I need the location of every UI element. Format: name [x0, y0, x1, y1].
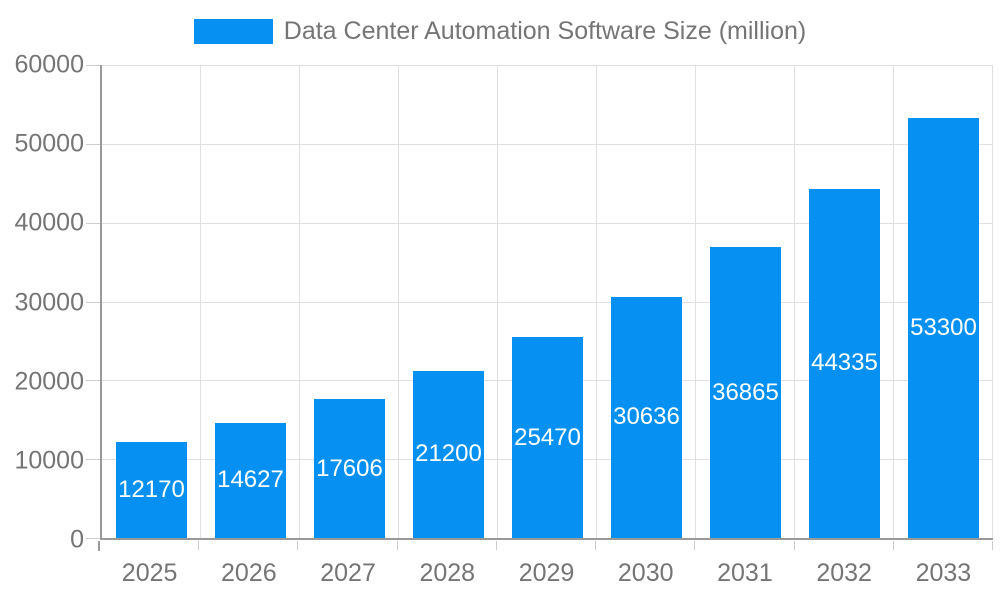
- y-axis-tick: [86, 380, 100, 382]
- y-axis-tick: [86, 301, 100, 303]
- gridline-vertical: [794, 65, 795, 538]
- bar-2032[interactable]: 44335: [809, 188, 880, 538]
- x-axis-tick-label: 2028: [419, 559, 476, 587]
- x-axis-tick: [892, 541, 894, 550]
- x-axis-tick: [495, 541, 497, 550]
- x-axis-tick-label: 2027: [320, 559, 376, 587]
- x-axis-tick-label: 2030: [617, 559, 674, 587]
- bar-value-label: 53300: [910, 313, 977, 341]
- y-axis-tick: [86, 65, 100, 66]
- x-axis-tick: [694, 541, 696, 550]
- y-axis-tick-label: 60000: [14, 50, 84, 79]
- x-axis-tick: [198, 541, 200, 550]
- gridline-vertical: [596, 65, 597, 538]
- bar-value-label: 44335: [811, 349, 878, 377]
- legend-label: Data Center Automation Software Size (mi…: [283, 17, 807, 45]
- legend[interactable]: Data Center Automation Software Size (mi…: [0, 17, 1000, 45]
- y-axis-tick: [86, 222, 100, 224]
- bar-value-label: 30636: [613, 403, 680, 431]
- y-axis-tick: [86, 538, 100, 539]
- legend-swatch-icon: [193, 18, 273, 44]
- gridline-vertical: [892, 65, 894, 538]
- x-axis-tick: [793, 541, 795, 550]
- x-axis-tick-label: 2031: [717, 559, 773, 587]
- bar-2033[interactable]: 53300: [908, 117, 979, 538]
- bar-value-label: 12170: [118, 476, 185, 504]
- bar-value-label: 25470: [514, 423, 581, 451]
- bar-2026[interactable]: 14627: [215, 422, 286, 538]
- bar-2031[interactable]: 36865: [710, 247, 781, 538]
- gridline-vertical: [496, 65, 498, 538]
- x-axis-tick-label: 2026: [221, 559, 277, 587]
- gridline-vertical: [694, 65, 696, 538]
- bar-2025[interactable]: 12170: [116, 442, 187, 538]
- bar-2027[interactable]: 17606: [314, 399, 385, 538]
- gridline-horizontal: [102, 301, 993, 303]
- bar-2028[interactable]: 21200: [413, 370, 484, 538]
- x-axis-tick-label: 2025: [121, 559, 178, 587]
- x-axis: 2025 2026 2027 2028 2029 2030 2031 2032 2033: [98, 541, 993, 600]
- bar-2030[interactable]: 30636: [611, 296, 682, 538]
- gridline-vertical: [298, 65, 300, 538]
- gridline-vertical: [199, 65, 201, 538]
- y-axis-tick-label: 0: [70, 525, 84, 554]
- y-axis-tick: [86, 143, 100, 145]
- y-axis-tick-label: 10000: [14, 446, 84, 475]
- bar-2029[interactable]: 25470: [512, 337, 583, 538]
- bar-value-label: 36865: [712, 378, 779, 406]
- y-axis-tick-label: 30000: [14, 288, 84, 316]
- gridline-vertical: [397, 65, 399, 538]
- y-axis-tick-label: 50000: [14, 129, 84, 158]
- bar-value-label: 21200: [415, 440, 482, 468]
- gridline-vertical: [992, 65, 993, 538]
- gridline-horizontal: [102, 143, 993, 145]
- bar-value-label: 14627: [217, 466, 284, 494]
- y-axis-tick-label: 20000: [14, 367, 84, 396]
- x-axis-tick: [396, 541, 398, 550]
- x-axis-tick: [595, 541, 597, 550]
- y-axis-tick: [86, 459, 100, 461]
- x-axis-tick-label: 2033: [915, 559, 972, 587]
- gridline-horizontal: [102, 222, 993, 224]
- bar-value-label: 17606: [316, 454, 383, 482]
- gridline-horizontal: [102, 65, 993, 66]
- x-axis-tick-label: 2029: [518, 559, 575, 587]
- x-axis-tick-label: 2032: [816, 559, 872, 587]
- x-axis-tick: [297, 541, 299, 550]
- x-axis-tick: [992, 541, 993, 550]
- y-axis: 0 10000 20000 30000 40000 50000 60000: [0, 51, 84, 554]
- y-axis-tick-label: 40000: [14, 208, 84, 237]
- plot-area: 12170 14627 17606 21200 25470 30636 36865 44335…: [86, 65, 993, 540]
